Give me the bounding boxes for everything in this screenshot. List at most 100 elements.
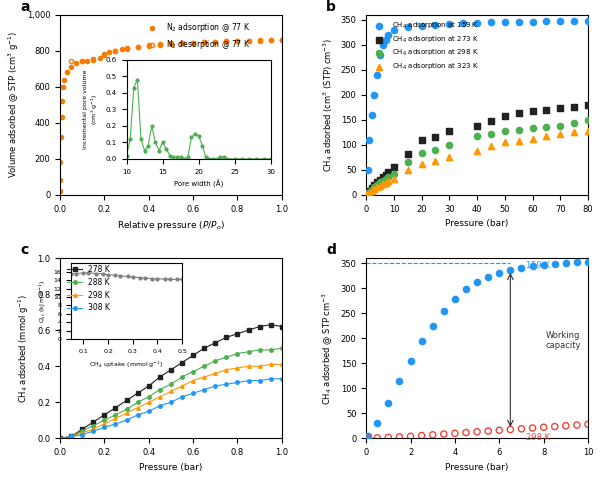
298 K	[439, 430, 449, 438]
CH$_4$ adsorption at 323 K	[403, 166, 413, 174]
N$_2$ adsorption @ 77 K	[134, 44, 141, 50]
CH$_4$ adsorption at 298 K	[542, 123, 551, 131]
288 K	[156, 387, 163, 393]
CH$_4$ adsorption at 298 K	[367, 186, 376, 194]
CH$_4$ adsorption at 273 K	[569, 103, 579, 111]
278 K	[278, 323, 286, 329]
Text: 298 K: 298 K	[526, 433, 550, 442]
N$_2$ desorption @ 77 K	[123, 46, 130, 52]
308 K	[134, 412, 141, 418]
298 K	[506, 426, 515, 433]
278 K	[156, 374, 163, 380]
308 K	[178, 394, 185, 400]
288 K	[112, 412, 119, 418]
278 K	[256, 323, 263, 329]
Y-axis label: Volume adsorbed @ STP (cm$^3$ g$^{-1}$): Volume adsorbed @ STP (cm$^3$ g$^{-1}$)	[7, 31, 21, 178]
N$_2$ desorption @ 77 K	[156, 42, 163, 48]
298 K	[278, 361, 286, 367]
298 K	[383, 433, 393, 441]
288 K	[67, 433, 74, 439]
298 K	[67, 433, 74, 439]
298 K	[123, 410, 130, 416]
159 K	[383, 399, 393, 407]
CH$_4$ adsorption at 159 K	[364, 136, 374, 144]
159 K	[395, 377, 404, 385]
308 K	[223, 381, 230, 387]
159 K	[450, 295, 460, 303]
298 K	[450, 430, 460, 437]
CH$_4$ adsorption at 298 K	[383, 173, 393, 181]
298 K	[212, 371, 219, 376]
CH$_4$ adsorption at 273 K	[370, 181, 379, 189]
N$_2$ desorption @ 77 K	[178, 40, 185, 46]
CH$_4$ adsorption at 298 K	[417, 150, 427, 157]
159 K	[506, 266, 515, 274]
N$_2$ adsorption @ 77 K	[167, 40, 175, 46]
CH$_4$ adsorption at 323 K	[417, 160, 427, 168]
X-axis label: Pressure (bar): Pressure (bar)	[139, 463, 203, 471]
278 K	[134, 390, 141, 396]
N$_2$ adsorption @ 77 K	[178, 39, 185, 45]
308 K	[79, 432, 86, 438]
278 K	[234, 331, 241, 337]
N$_2$ adsorption @ 77 K	[119, 46, 126, 52]
CH$_4$ adsorption at 298 K	[486, 130, 496, 138]
278 K	[123, 397, 130, 403]
CH$_4$ adsorption at 323 K	[528, 135, 538, 143]
298 K	[245, 363, 252, 369]
298 K	[517, 425, 526, 432]
CH$_4$ adsorption at 323 K	[569, 129, 579, 136]
N$_2$ desorption @ 77 K	[101, 51, 108, 57]
CH$_4$ adsorption at 298 K	[514, 126, 523, 134]
Legend: 278 K, 288 K, 298 K, 308 K: 278 K, 288 K, 298 K, 308 K	[64, 262, 113, 316]
N$_2$ desorption @ 77 K	[234, 38, 241, 44]
Y-axis label: CH$_4$ adsorbed (cm$^3$ (STP) cm$^{-3}$): CH$_4$ adsorbed (cm$^3$ (STP) cm$^{-3}$)	[321, 37, 335, 172]
CH$_4$ adsorption at 159 K	[556, 17, 565, 25]
CH$_4$ adsorption at 323 K	[363, 190, 373, 198]
298 K	[528, 424, 538, 432]
CH$_4$ adsorption at 323 K	[375, 182, 385, 190]
Line: 298 K: 298 K	[58, 363, 284, 440]
N$_2$ adsorption @ 77 K	[79, 58, 86, 64]
298 K	[539, 423, 548, 431]
Line: N$_2$ adsorption @ 77 K: N$_2$ adsorption @ 77 K	[58, 38, 284, 193]
CH$_4$ adsorption at 323 K	[362, 191, 371, 199]
N$_2$ adsorption @ 77 K	[61, 76, 68, 82]
298 K	[484, 427, 493, 435]
N$_2$ desorption @ 77 K	[256, 37, 263, 43]
N$_2$ adsorption @ 77 K	[234, 38, 241, 44]
N$_2$ desorption @ 77 K	[245, 38, 252, 44]
CH$_4$ adsorption at 273 K	[514, 110, 523, 117]
278 K	[89, 419, 97, 425]
159 K	[517, 264, 526, 272]
N$_2$ adsorption @ 77 K	[59, 98, 66, 104]
308 K	[145, 408, 152, 414]
CH$_4$ adsorption at 273 K	[417, 136, 427, 144]
CH$_4$ adsorption at 323 K	[364, 189, 374, 197]
308 K	[167, 399, 175, 405]
298 K	[145, 399, 152, 405]
CH$_4$ adsorption at 159 K	[458, 19, 468, 27]
159 K	[561, 259, 571, 266]
N$_2$ adsorption @ 77 K	[267, 37, 274, 43]
288 K	[256, 347, 263, 353]
159 K	[484, 273, 493, 281]
CH$_4$ adsorption at 273 K	[378, 173, 388, 181]
N$_2$ adsorption @ 77 K	[156, 41, 163, 47]
288 K	[223, 354, 230, 360]
CH$_4$ adsorption at 323 K	[445, 153, 454, 161]
298 K	[364, 434, 373, 442]
N$_2$ adsorption @ 77 K	[200, 39, 208, 45]
298 K	[494, 427, 504, 434]
N$_2$ desorption @ 77 K	[212, 39, 219, 45]
CH$_4$ adsorption at 273 K	[431, 133, 440, 141]
N$_2$ adsorption @ 77 K	[123, 45, 130, 51]
CH$_4$ adsorption at 159 K	[445, 20, 454, 28]
N$_2$ desorption @ 77 K	[200, 39, 208, 45]
308 K	[112, 421, 119, 427]
CH$_4$ adsorption at 159 K	[528, 18, 538, 25]
CH$_4$ adsorption at 159 K	[367, 111, 376, 119]
CH$_4$ adsorption at 273 K	[389, 164, 398, 171]
N$_2$ adsorption @ 77 K	[60, 84, 67, 90]
CH$_4$ adsorption at 273 K	[403, 150, 413, 158]
